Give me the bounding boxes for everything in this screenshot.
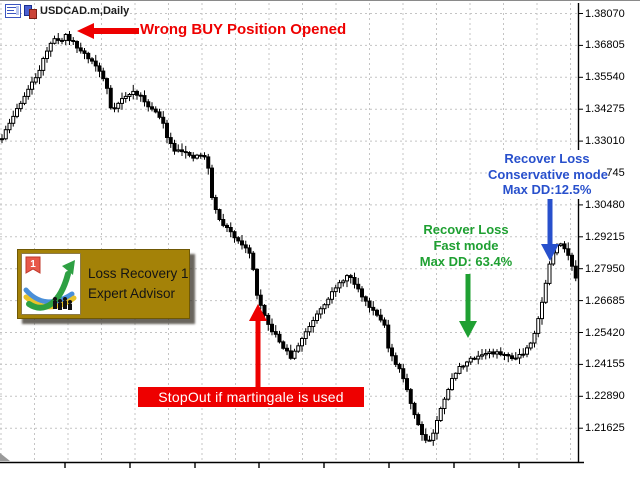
ea-logo-subtitle: Expert Advisor (88, 286, 176, 301)
crowd-silhouette-icon (53, 297, 72, 310)
loss-recovery-logo-icon: 1 (23, 256, 77, 311)
price-label: 1.30480 (585, 198, 625, 211)
price-label: 1.35540 (585, 71, 625, 84)
price-label: 1.24155 (585, 358, 625, 371)
ea-logo-image: 1 (21, 253, 81, 315)
recover-conservative-line3: Max DD:12.5% (502, 182, 592, 197)
chart-symbol-title: USDCAD.m,Daily (40, 5, 130, 17)
logo-badge-number: 1 (30, 259, 36, 270)
price-label: 1.27950 (585, 262, 625, 275)
price-label: 1.34275 (585, 103, 625, 116)
price-label: 1.25420 (585, 326, 625, 339)
recover-fast-line2: Fast mode (433, 238, 499, 253)
scroll-marker-icon (0, 453, 10, 461)
price-label: 1.26685 (585, 294, 625, 307)
stopout-label: StopOut if martingale is used (138, 387, 364, 407)
chart-titlebar: USDCAD.m,Daily (5, 4, 130, 19)
ea-logo-title: Loss Recovery 1 (88, 266, 189, 281)
price-label: 1.21625 (585, 422, 625, 435)
price-label: 1.33010 (585, 135, 625, 148)
recover-conservative-arrow-icon (541, 198, 559, 261)
chart-window-icon (5, 4, 21, 18)
ea-logo-box: 1 Loss Recovery 1 Expert Advisor (17, 249, 190, 319)
price-label: 1.38070 (585, 7, 625, 20)
symbol-bars-icon (24, 4, 37, 19)
recover-conservative-line2: Conservative mode (488, 166, 608, 182)
recover-conservative-line1: Recover Loss (504, 151, 590, 166)
price-label: 1.29215 (585, 230, 625, 243)
recover-fast-line3: Max DD: 63.4% (419, 254, 513, 269)
price-label: 1.36805 (585, 39, 625, 52)
recover-fast-line1: Recover Loss (423, 222, 509, 237)
recover-conservative-label: Recover Loss Conservative mode Max DD:12… (488, 150, 608, 199)
recover-fast-label: Recover Loss Fast mode Max DD: 63.4% (396, 222, 536, 270)
recover-fast-arrow-icon (459, 274, 477, 338)
stopout-arrow-icon (249, 304, 267, 387)
wrong-buy-label: Wrong BUY Position Opened (140, 21, 347, 38)
price-label: 1.22890 (585, 390, 625, 403)
wrong-buy-arrow-icon (77, 23, 139, 39)
